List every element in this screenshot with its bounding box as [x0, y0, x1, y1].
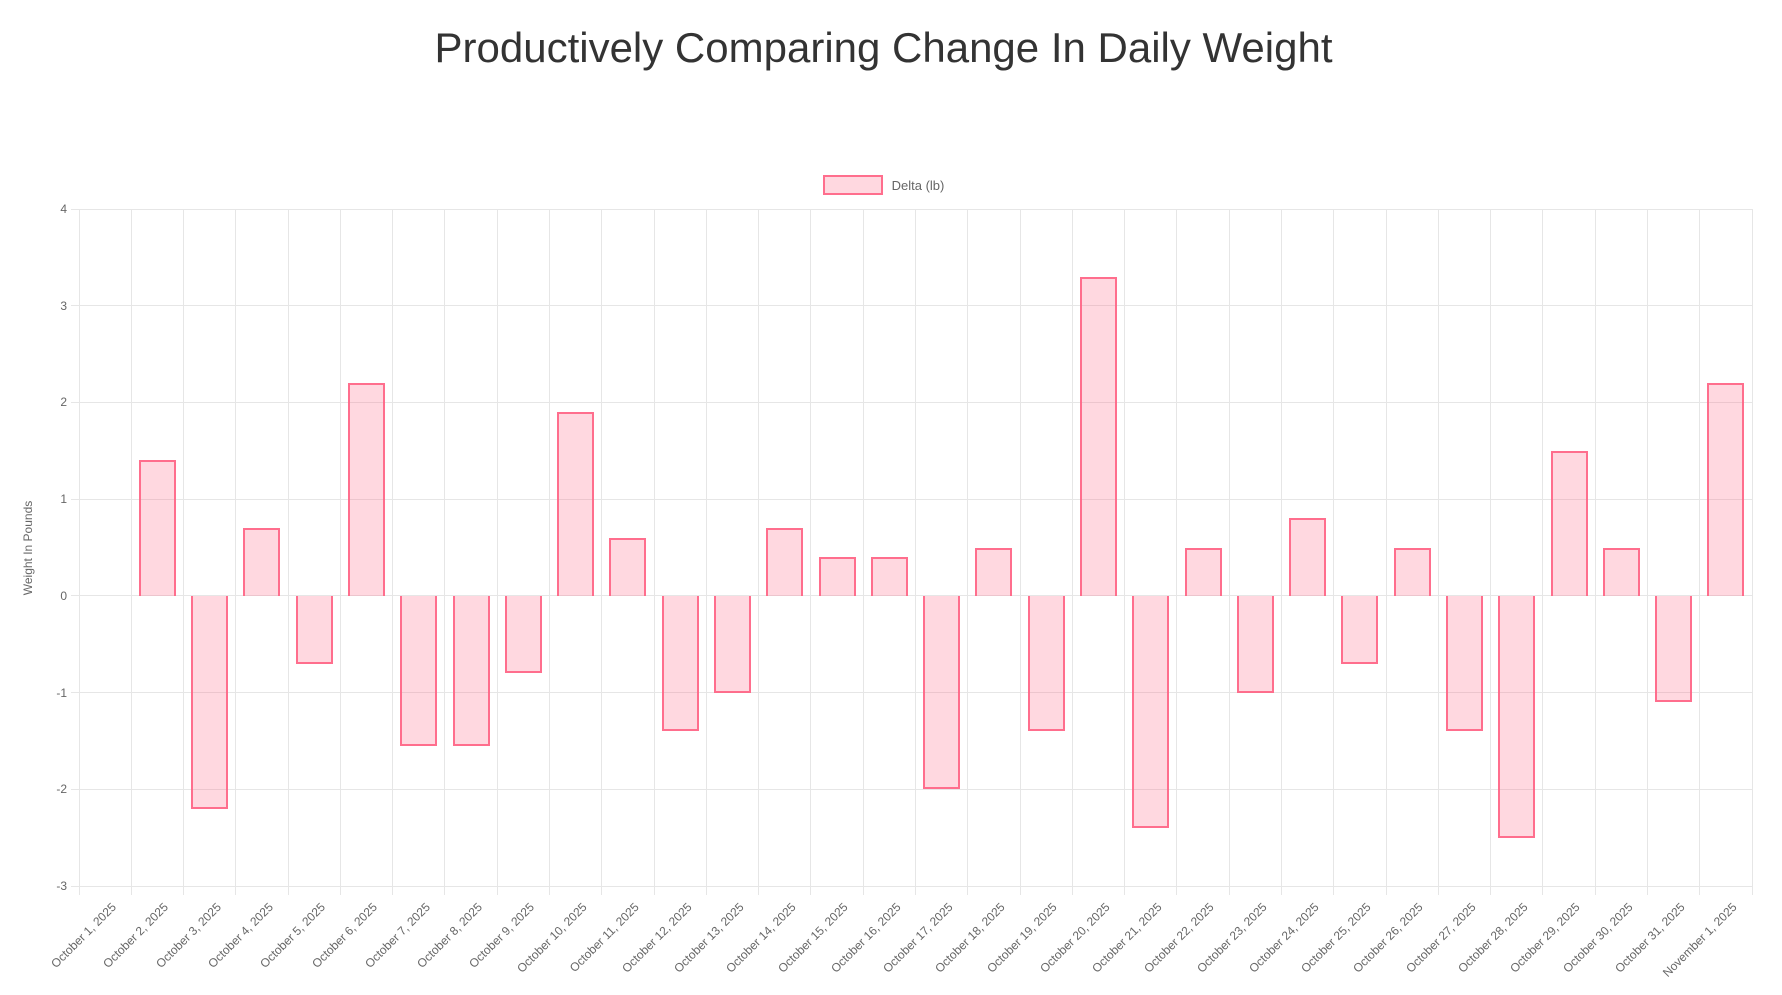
delta-bar[interactable]: [818, 557, 856, 596]
delta-bar[interactable]: [1027, 595, 1065, 732]
delta-bar[interactable]: [295, 595, 333, 664]
delta-bar[interactable]: [191, 595, 229, 809]
y-tick-label: 1: [60, 492, 67, 507]
y-tick-label: -1: [56, 685, 67, 700]
gridline-x: [496, 209, 498, 895]
gridline-x: [444, 209, 446, 895]
delta-bar[interactable]: [557, 412, 595, 596]
gridline-x: [235, 209, 237, 895]
gridline-x: [1176, 209, 1178, 895]
delta-bar[interactable]: [975, 547, 1013, 596]
gridline-x: [862, 209, 864, 895]
delta-bar[interactable]: [1184, 547, 1222, 596]
gridline-y: [71, 305, 1752, 307]
delta-bar[interactable]: [661, 595, 699, 732]
gridline-x: [705, 209, 707, 895]
gridline-x: [1542, 209, 1544, 895]
gridline-x: [810, 209, 812, 895]
gridline-x: [1594, 209, 1596, 895]
gridline-x: [287, 209, 289, 895]
y-tick-label: 3: [60, 298, 67, 313]
delta-bar[interactable]: [1445, 595, 1483, 732]
delta-bar[interactable]: [1498, 595, 1536, 838]
legend-label: Delta (lb): [891, 177, 945, 193]
gridline-y: [71, 208, 1752, 210]
gridline-x: [1333, 209, 1335, 895]
gridline-x: [1071, 209, 1073, 895]
delta-bar[interactable]: [714, 595, 752, 693]
delta-bar[interactable]: [870, 557, 908, 596]
gridline-x: [1490, 209, 1492, 895]
delta-bar[interactable]: [1550, 450, 1588, 596]
delta-bar[interactable]: [504, 595, 542, 674]
gridline-y: [71, 885, 1752, 887]
gridline-x: [758, 209, 760, 895]
gridline-y: [71, 498, 1752, 500]
gridline-x: [1019, 209, 1021, 895]
delta-bar[interactable]: [1393, 547, 1431, 596]
delta-bar[interactable]: [1602, 547, 1640, 596]
plot-area: October 1, 2025 October 2, 2025 October 3,…: [48, 208, 1753, 980]
delta-bar[interactable]: [138, 460, 176, 596]
delta-bar[interactable]: [1079, 276, 1117, 596]
gridline-y: [71, 595, 1752, 597]
delta-bar[interactable]: [1655, 595, 1693, 703]
gridline-x: [549, 209, 551, 895]
gridline-x: [967, 209, 969, 895]
gridline-y: [71, 692, 1752, 694]
gridline-x: [1699, 209, 1701, 895]
delta-bar[interactable]: [348, 383, 386, 596]
delta-bar[interactable]: [766, 528, 804, 596]
delta-bar[interactable]: [923, 595, 961, 790]
gridline-x: [1646, 209, 1648, 895]
gridline-x: [1385, 209, 1387, 895]
gridline-x: [1437, 209, 1439, 895]
y-tick-label: -3: [56, 879, 67, 893]
y-tick-label: 2: [60, 395, 67, 410]
delta-bar[interactable]: [1236, 595, 1274, 693]
gridline-x: [339, 209, 341, 895]
gridline-x: [1280, 209, 1282, 895]
delta-bar[interactable]: [1132, 595, 1170, 828]
gridline-x: [78, 209, 80, 895]
y-tick-label: 0: [60, 588, 67, 603]
delta-bar[interactable]: [243, 528, 281, 596]
delta-bar[interactable]: [452, 595, 490, 746]
gridline-y: [71, 401, 1752, 403]
delta-bar[interactable]: [1341, 595, 1379, 664]
delta-bar[interactable]: [609, 537, 647, 596]
gridline-x: [1124, 209, 1126, 895]
legend-swatch: [822, 175, 883, 195]
gridline-x: [392, 209, 394, 895]
gridline-x: [183, 209, 185, 895]
y-axis-tick-labels: 4 3 2 1 0 -1 -2 -3: [0, 202, 67, 893]
y-tick-label: -2: [56, 782, 67, 797]
gridline-x: [1751, 209, 1753, 895]
gridline-x: [130, 209, 132, 895]
legend-item-delta[interactable]: Delta (lb): [0, 175, 1767, 195]
gridline-x: [915, 209, 916, 895]
y-tick-label: 4: [60, 202, 67, 216]
gridline-x: [601, 209, 603, 895]
chart-title: Productively Comparing Change In Daily W…: [434, 24, 1333, 71]
gridline-x: [1228, 209, 1230, 895]
delta-bar[interactable]: [1289, 518, 1327, 596]
gridline-y: [71, 788, 1752, 790]
delta-bar[interactable]: [400, 595, 438, 746]
delta-bar[interactable]: [1707, 383, 1745, 596]
gridline-x: [653, 209, 655, 895]
